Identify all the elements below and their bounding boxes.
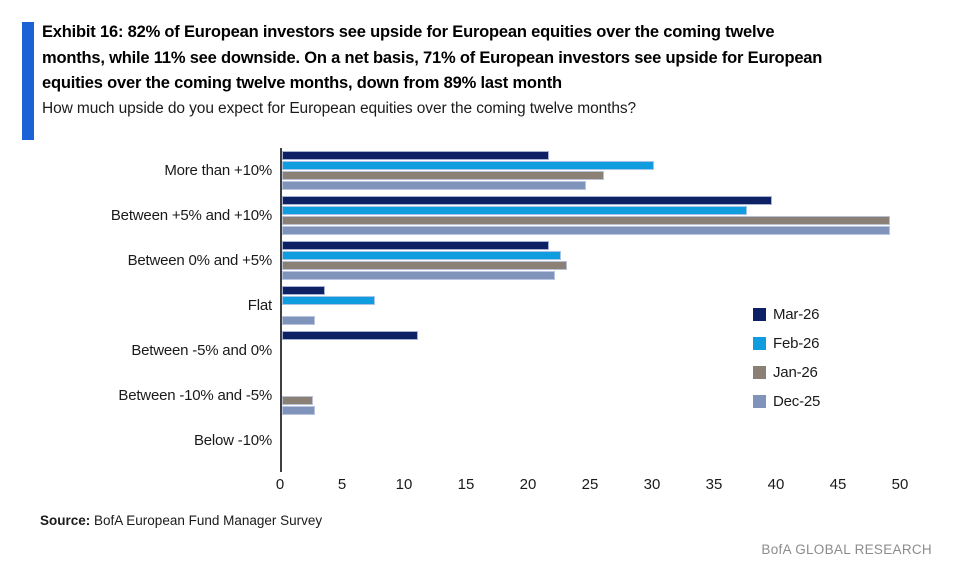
bar-dec-25 [282, 316, 316, 325]
bar-mar-26 [282, 286, 326, 295]
header: Exhibit 16: 82% of European investors se… [42, 20, 947, 118]
category-label: Between -10% and -5% [118, 387, 272, 404]
legend-label: Jan-26 [773, 364, 818, 381]
legend-item: Dec-25 [753, 387, 820, 416]
bar-feb-26 [282, 296, 375, 305]
legend: Mar-26 Feb-26 Jan-26 Dec-25 [753, 300, 820, 416]
legend-label: Feb-26 [773, 335, 820, 352]
bar-mar-26 [282, 331, 419, 340]
x-tick-label: 50 [891, 476, 909, 493]
x-tick-label: 5 [337, 476, 347, 493]
legend-item: Feb-26 [753, 329, 820, 358]
legend-item: Mar-26 [753, 300, 820, 329]
bar-jan-26 [282, 171, 605, 180]
legend-label: Mar-26 [773, 306, 820, 323]
exhibit-title-line-2: months, while 11% see downside. On a net… [42, 48, 823, 67]
y-axis-line [280, 148, 282, 472]
bar-mar-26 [282, 151, 549, 160]
x-tick-label: 0 [275, 476, 285, 493]
chart-question-subtitle: How much upside do you expect for Europe… [42, 99, 637, 117]
plot-area [282, 148, 912, 463]
exhibit-title-line-3: equities over the coming twelve months, … [42, 74, 562, 93]
bar-group [282, 373, 912, 418]
category-label: Below -10% [193, 432, 272, 449]
legend-swatch [753, 366, 766, 379]
bar-dec-25 [282, 181, 586, 190]
bar-jan-26 [282, 261, 568, 270]
legend-swatch [753, 395, 766, 408]
brand-mark: BofA GLOBAL RESEARCH [761, 542, 932, 557]
category-label: Between +5% and +10% [110, 207, 272, 224]
source-text: BofA European Fund Manager Survey [90, 513, 323, 528]
legend-label: Dec-25 [773, 393, 821, 410]
x-axis: 0 5 10 15 20 25 30 35 40 45 50 [276, 476, 912, 496]
x-tick-label: 30 [643, 476, 661, 493]
x-tick-label: 10 [395, 476, 413, 493]
category-label: More than +10% [164, 162, 272, 179]
category-label: Between -5% and 0% [131, 342, 272, 359]
bar-group [282, 328, 912, 373]
bar-jan-26 [282, 216, 890, 225]
x-tick-label: 20 [519, 476, 537, 493]
source-label: Source: [40, 513, 91, 528]
bar-feb-26 [282, 251, 561, 260]
legend-swatch [753, 308, 766, 321]
bar-group [282, 238, 912, 283]
exhibit-title-line-1: Exhibit 16: 82% of European investors se… [42, 23, 775, 41]
bar-group [282, 418, 912, 463]
bar-feb-26 [282, 161, 654, 170]
bar-dec-25 [282, 271, 555, 280]
bar-mar-26 [282, 196, 772, 205]
legend-swatch [753, 337, 766, 350]
x-tick-label: 25 [581, 476, 599, 493]
x-tick-label: 45 [829, 476, 847, 493]
bar-jan-26 [282, 396, 313, 405]
bar-feb-26 [282, 206, 747, 215]
title-accent-bar [22, 22, 34, 140]
source-note: Source: BofA European Fund Manager Surve… [40, 513, 322, 528]
category-label: Between 0% and +5% [127, 252, 273, 269]
bar-dec-25 [282, 406, 316, 415]
bar-mar-26 [282, 241, 549, 250]
bar-group [282, 193, 912, 238]
bar-chart: More than +10% Between +5% and +10% Betwee… [0, 148, 962, 508]
category-label: Flat [247, 297, 272, 314]
x-tick-label: 35 [705, 476, 723, 493]
bar-group [282, 148, 912, 193]
bar-dec-25 [282, 226, 890, 235]
bar-group [282, 283, 912, 328]
legend-item: Jan-26 [753, 358, 820, 387]
x-tick-label: 40 [767, 476, 785, 493]
category-labels: More than +10% Between +5% and +10% Betwee… [0, 148, 272, 463]
x-tick-label: 15 [457, 476, 475, 493]
